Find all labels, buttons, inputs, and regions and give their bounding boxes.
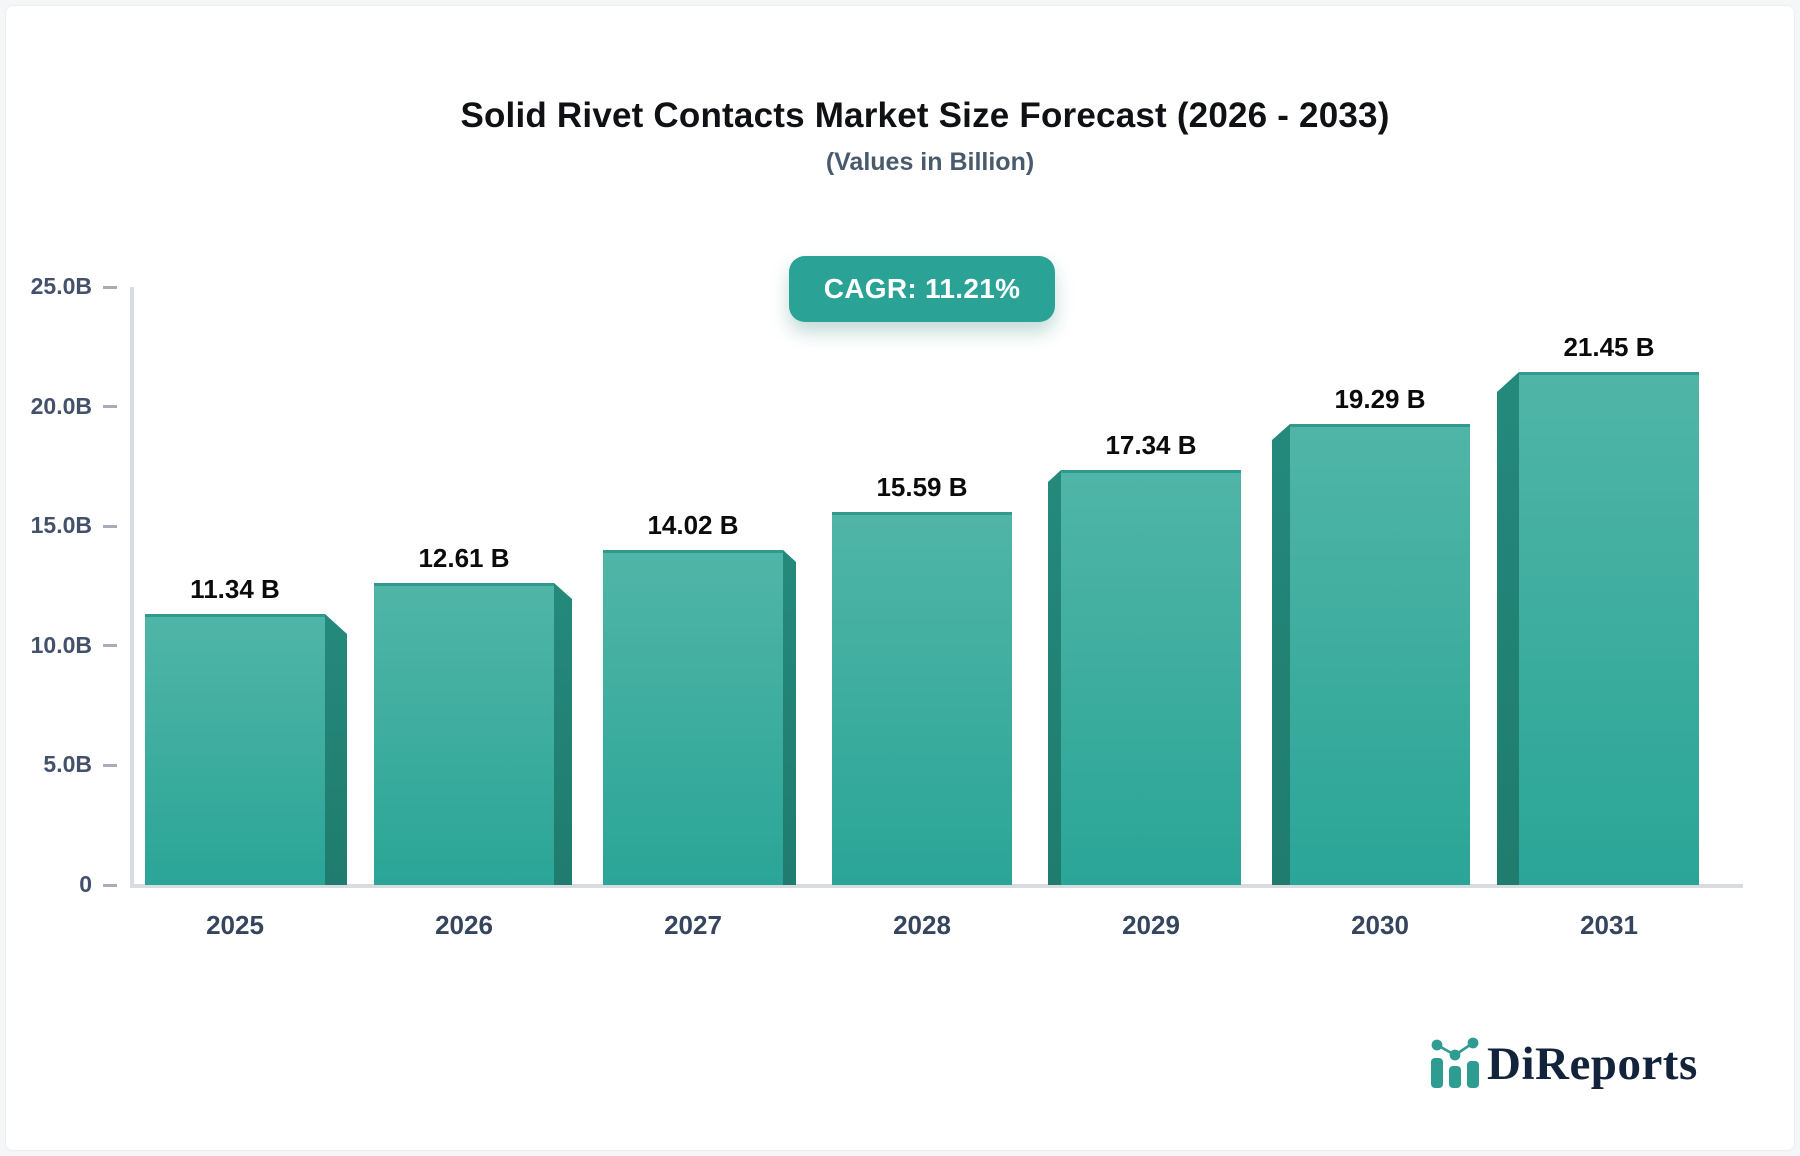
bar-2027-side-3d — [783, 550, 796, 885]
bar-chart-logo-icon — [1431, 1037, 1479, 1088]
direports-logo: DiReports — [1430, 1036, 1698, 1088]
x-axis-line — [130, 884, 1743, 888]
cagr-badge: CAGR: 11.21% — [789, 256, 1055, 322]
x-axis-label-2028: 2028 — [893, 910, 951, 940]
bar-2031[interactable] — [1519, 372, 1699, 885]
y-axis-label: 0 — [79, 871, 92, 897]
y-axis-label: 20.0B — [30, 392, 92, 419]
bar-2025-side-3d — [325, 614, 347, 885]
chart-title: Solid Rivet Contacts Market Size Forecas… — [460, 96, 1390, 135]
y-axis-tick — [103, 285, 117, 289]
y-axis-label: 5.0B — [43, 751, 92, 778]
bar-2026-side-3d — [554, 583, 572, 885]
bar-2030-side-3d — [1272, 424, 1290, 885]
x-axis-label-2027: 2027 — [664, 910, 722, 940]
x-axis-label-2026: 2026 — [435, 910, 493, 940]
x-axis-label-2029: 2029 — [1122, 910, 1180, 940]
x-axis-label-2030: 2030 — [1351, 910, 1409, 940]
bar-2027[interactable] — [603, 550, 783, 885]
x-axis-label-2025: 2025 — [206, 910, 264, 940]
bar-value-label-2026: 12.61 B — [418, 543, 510, 573]
bar-2026[interactable] — [374, 583, 554, 885]
y-axis-tick — [103, 763, 117, 767]
bar-2025[interactable] — [145, 614, 325, 885]
y-axis-tick — [103, 405, 117, 409]
y-axis-tick — [103, 883, 117, 887]
direports-logo-text: DiReports — [1487, 1038, 1698, 1090]
bar-2029[interactable] — [1061, 470, 1241, 885]
bar-2030[interactable] — [1290, 424, 1470, 885]
bar-value-label-2025: 11.34 B — [190, 574, 280, 604]
bar-value-label-2030: 19.29 B — [1334, 384, 1426, 414]
bar-2028[interactable] — [832, 512, 1012, 885]
y-axis-tick — [103, 644, 117, 648]
y-axis-line — [130, 287, 134, 888]
bar-value-label-2027: 14.02 B — [647, 510, 739, 540]
y-axis-label: 10.0B — [30, 631, 92, 658]
x-axis-label-2031: 2031 — [1580, 910, 1638, 940]
bar-2031-side-3d — [1497, 372, 1519, 885]
bar-value-label-2031: 21.45 B — [1563, 332, 1655, 362]
bar-value-label-2029: 17.34 B — [1105, 430, 1197, 460]
y-axis-label: 15.0B — [30, 512, 92, 539]
bar-value-label-2028: 15.59 B — [876, 472, 968, 502]
y-axis-label: 25.0B — [30, 273, 92, 299]
y-axis-tick — [103, 524, 117, 528]
bar-2029-side-3d — [1048, 470, 1061, 885]
chart-subtitle: (Values in Billion) — [825, 148, 1035, 176]
